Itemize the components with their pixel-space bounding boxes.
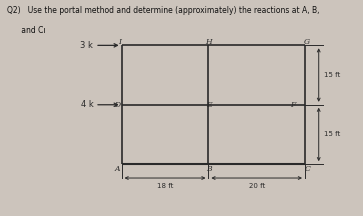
Text: D: D (114, 101, 120, 109)
Text: A: A (115, 165, 121, 173)
Text: I: I (118, 38, 121, 46)
Text: 15 ft: 15 ft (324, 132, 340, 137)
Text: 18 ft: 18 ft (157, 183, 173, 189)
Text: 4 k: 4 k (81, 100, 93, 109)
Text: 20 ft: 20 ft (249, 183, 265, 189)
Text: 15 ft: 15 ft (324, 72, 340, 78)
Text: F: F (290, 101, 295, 109)
Text: and Cı: and Cı (7, 26, 46, 35)
Text: G: G (304, 38, 310, 46)
Text: C: C (305, 165, 310, 173)
Text: Q2)   Use the portal method and determine (approximately) the reactions at A, B,: Q2) Use the portal method and determine … (7, 6, 320, 16)
Text: H: H (205, 38, 212, 46)
Text: E: E (205, 101, 211, 109)
Text: B: B (205, 165, 211, 173)
Text: 3 k: 3 k (80, 41, 93, 50)
